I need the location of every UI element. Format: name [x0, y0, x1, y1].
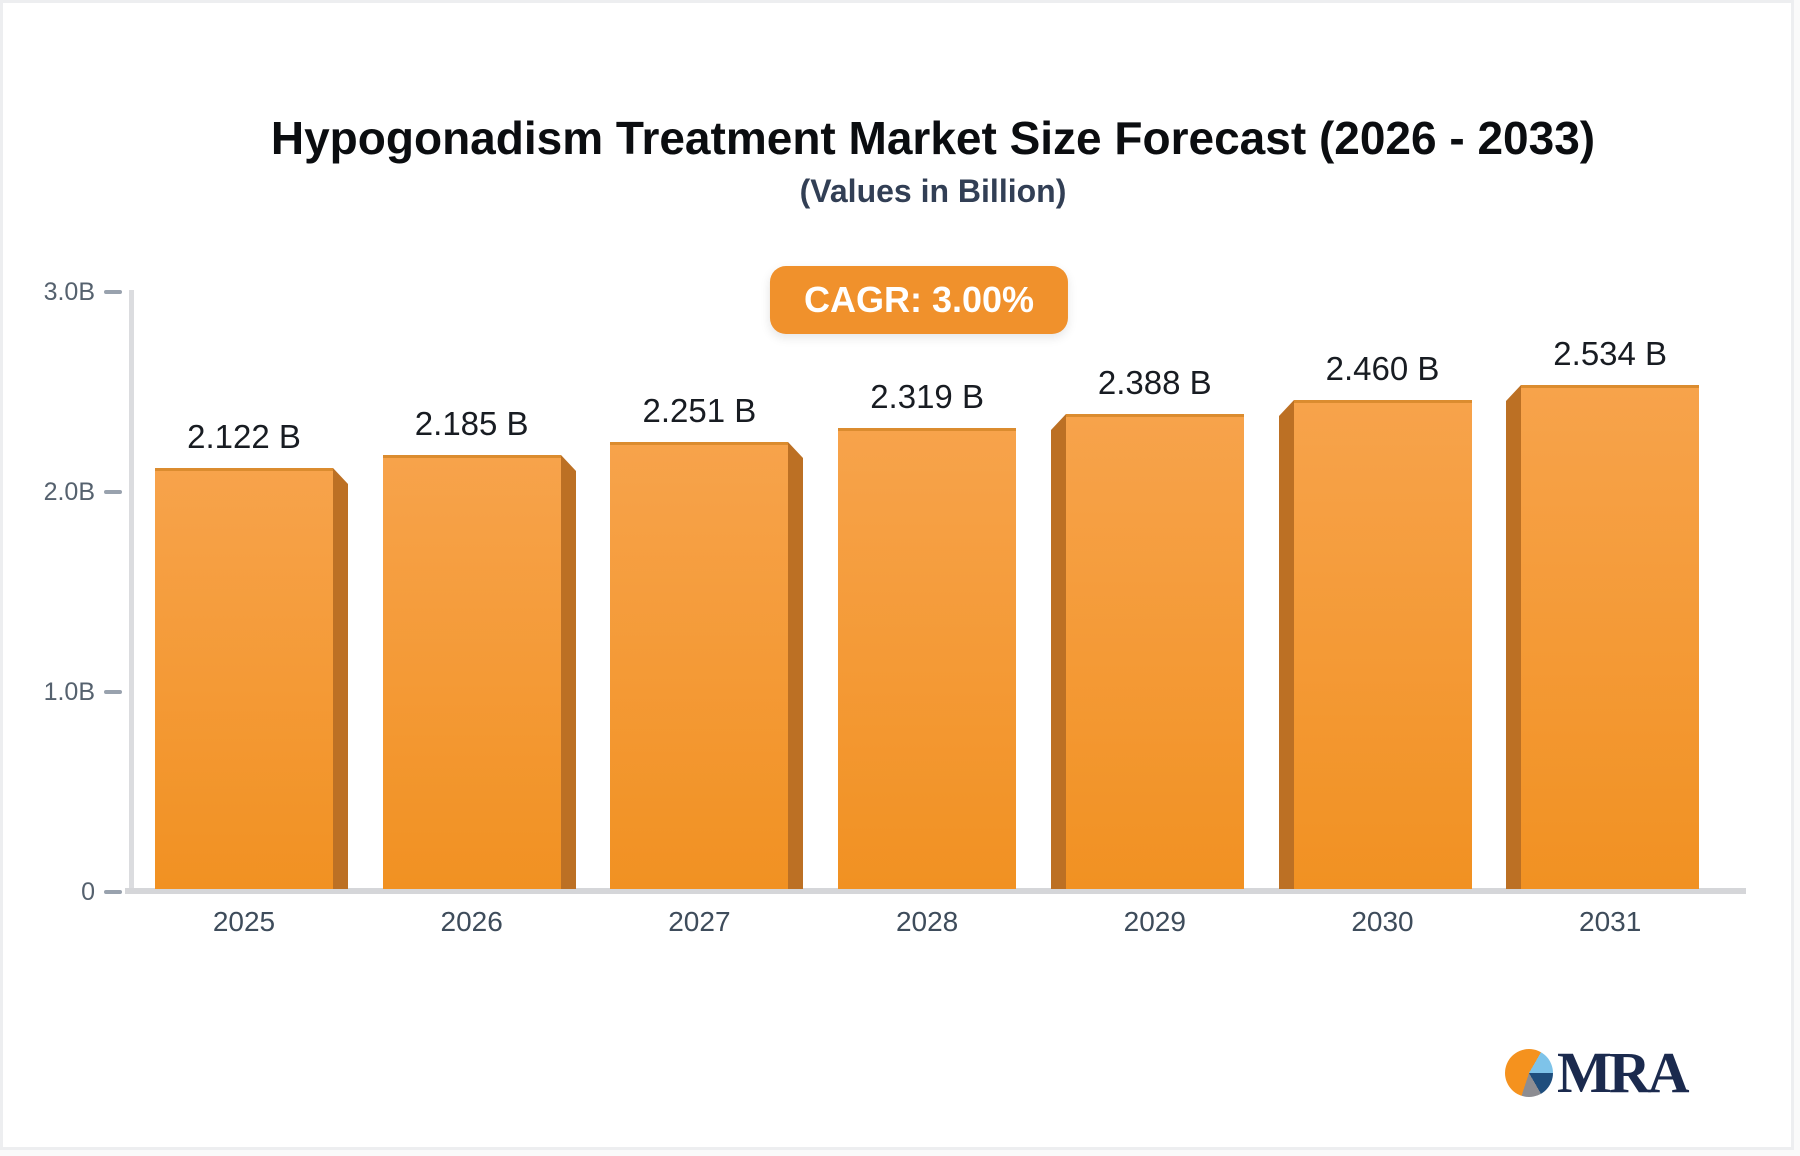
- bar-2028: [838, 428, 1016, 889]
- bar-value-label-2028: 2.319 B: [870, 378, 984, 415]
- bar-2029: [1066, 414, 1244, 889]
- x-tick-label-2026: 2026: [440, 906, 503, 937]
- bar-value-label-2031: 2.534 B: [1553, 335, 1668, 372]
- x-axis-baseline: [125, 888, 1746, 894]
- x-tick-label-2030: 2030: [1351, 906, 1414, 937]
- x-tick-label-2028: 2028: [895, 906, 959, 937]
- bar-value-label-2029: 2.388 B: [1097, 364, 1212, 401]
- mra-logo: MRA: [1505, 1040, 1690, 1105]
- bar-value-label-2027: 2.251 B: [642, 392, 757, 429]
- bar-2026: [383, 455, 561, 889]
- bar-value-label-2025: 2.122 B: [187, 418, 301, 455]
- y-tick-dash: [104, 890, 122, 894]
- bar-2025: [155, 468, 333, 889]
- x-tick-label-2031: 2031: [1579, 906, 1642, 937]
- y-axis-line: [129, 290, 134, 892]
- x-tick-label-2027: 2027: [668, 906, 731, 937]
- y-tick-dash: [104, 290, 122, 294]
- y-tick-dash: [104, 490, 122, 494]
- cagr-badge: CAGR: 3.00%: [769, 266, 1069, 334]
- mra-logo-pie-icon: [1505, 1049, 1553, 1097]
- mra-logo-text: MRA: [1557, 1040, 1690, 1105]
- bar-2030-side-panel: [1279, 400, 1294, 889]
- bar-2031-side-panel: [1506, 385, 1521, 889]
- y-tick-label: 3.0B: [43, 278, 95, 306]
- page-subtitle: (Values in Billion): [799, 173, 1067, 209]
- x-tick-label-2029: 2029: [1123, 906, 1186, 937]
- y-tick-dash: [104, 690, 122, 694]
- x-tick-label-2025: 2025: [212, 906, 276, 937]
- bar-2025-side-panel: [333, 468, 348, 889]
- bar-2030: [1294, 400, 1472, 889]
- bar-value-label-2030: 2.460 B: [1325, 350, 1440, 387]
- y-tick-label: 0: [81, 878, 95, 906]
- bar-2027-side-panel: [788, 442, 803, 889]
- bar-2029-side-panel: [1051, 414, 1066, 889]
- page-title: Hypogonadism Treatment Market Size Forec…: [270, 112, 1596, 164]
- bar-2026-side-panel: [561, 455, 576, 889]
- y-tick-label: 1.0B: [43, 678, 95, 706]
- bar-2027: [610, 442, 788, 889]
- bar-2031: [1521, 385, 1699, 889]
- bar-value-label-2026: 2.185 B: [414, 405, 529, 442]
- y-tick-label: 2.0B: [43, 478, 95, 506]
